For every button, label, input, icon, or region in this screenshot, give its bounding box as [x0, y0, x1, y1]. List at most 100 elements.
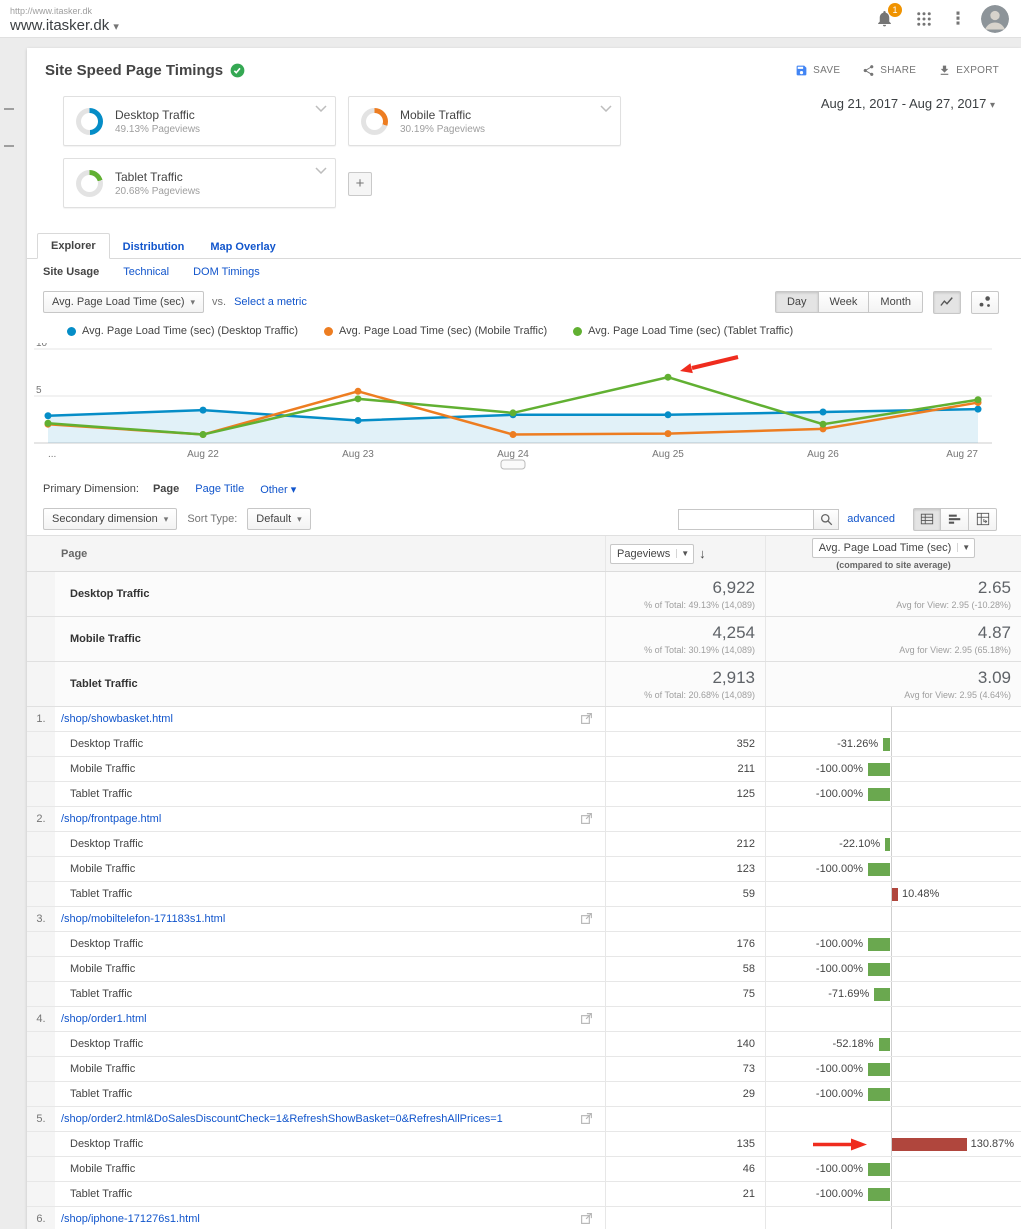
segment-name: Mobile Traffic [70, 1063, 136, 1075]
chevron-down-icon[interactable] [315, 167, 327, 174]
annotation-arrow-icon [813, 1138, 867, 1151]
view-pivot-button[interactable] [969, 507, 997, 531]
share-icon [863, 64, 874, 76]
subtab-dom-timings[interactable]: DOM Timings [193, 266, 260, 278]
table-row-segment: Tablet Traffic 125 -100.00% [27, 782, 1021, 807]
summary-row: Tablet Traffic 2,913 % of Total: 20.68% … [27, 662, 1021, 707]
pageviews-column-dropdown[interactable]: Pageviews ▼ [610, 543, 695, 564]
delta-percent: -100.00% [815, 1163, 863, 1175]
pageviews-value: 59 [742, 888, 755, 900]
dimension-page[interactable]: Page [152, 482, 180, 495]
subtab-technical[interactable]: Technical [123, 266, 170, 278]
external-link-icon[interactable] [580, 1112, 593, 1125]
view-table-button[interactable] [913, 507, 941, 531]
segment-card[interactable]: Mobile Traffic 30.19% Pageviews [348, 96, 621, 146]
external-link-icon[interactable] [580, 712, 593, 725]
date-range-selector[interactable]: Aug 21, 2017 - Aug 27, 2017 ▾ [821, 96, 995, 111]
share-button[interactable]: SHARE [862, 64, 916, 77]
delta-bar [868, 763, 890, 776]
page-link[interactable]: /shop/showbasket.html [61, 713, 173, 725]
summary-pageviews: 2,913 [712, 668, 755, 687]
row-index: 2. [36, 813, 46, 825]
export-button[interactable]: EXPORT [938, 64, 999, 77]
table-row-page: 4. /shop/order1.html [27, 1007, 1021, 1032]
segment-name: Mobile Traffic [70, 863, 136, 875]
notifications-button[interactable]: 1 [873, 2, 902, 30]
page-link[interactable]: /shop/iphone-171276s1.html [61, 1213, 200, 1225]
segment-card[interactable]: Desktop Traffic 49.13% Pageviews [63, 96, 336, 146]
pageviews-value: 125 [736, 788, 755, 800]
advanced-link[interactable]: advanced [847, 513, 895, 525]
segment-name: Tablet Traffic [70, 1088, 133, 1100]
secondary-dimension-button[interactable]: Secondary dimension ▾ [43, 508, 178, 530]
svg-text:Aug 24: Aug 24 [497, 449, 529, 460]
delta-percent: -100.00% [815, 1088, 863, 1100]
chevron-down-icon[interactable] [315, 105, 327, 112]
tab-map-overlay[interactable]: Map Overlay [210, 241, 276, 253]
metric-dropdown[interactable]: Avg. Page Load Time (sec) ▾ [43, 291, 205, 313]
svg-text:5: 5 [36, 385, 42, 396]
granularity-month[interactable]: Month [869, 291, 923, 313]
more-menu-button[interactable]: ⋮ [949, 8, 967, 28]
search-input[interactable] [678, 508, 814, 530]
select-metric-link[interactable]: Select a metric [234, 296, 307, 308]
save-button[interactable]: SAVE [795, 64, 840, 77]
annotation-arrow-icon [680, 355, 739, 374]
tab-distribution[interactable]: Distribution [122, 241, 185, 253]
external-link-icon[interactable] [580, 812, 593, 825]
external-link-icon[interactable] [580, 1012, 593, 1025]
verified-check-icon [230, 63, 245, 77]
svg-text:10: 10 [36, 343, 48, 349]
delta-percent: -100.00% [815, 963, 863, 975]
delta-bar [885, 838, 890, 851]
external-link-icon[interactable] [580, 912, 593, 925]
granularity-day[interactable]: Day [774, 291, 819, 313]
granularity-week[interactable]: Week [818, 291, 870, 313]
apps-grid-button[interactable] [913, 8, 935, 30]
segment-name: Tablet Traffic [70, 788, 133, 800]
metric-column-dropdown[interactable]: Avg. Page Load Time (sec) ▼ [811, 537, 976, 558]
chevron-down-icon[interactable] [600, 105, 612, 112]
external-link-icon[interactable] [580, 1212, 593, 1225]
search-button[interactable] [813, 508, 840, 530]
table-row-segment: Desktop Traffic 176 -100.00% [27, 932, 1021, 957]
sort-direction-icon[interactable]: ↓ [699, 546, 706, 561]
tab-explorer[interactable]: Explorer [37, 233, 110, 259]
sort-type-dropdown[interactable]: Default ▾ [247, 508, 311, 530]
page-link[interactable]: /shop/order2.html&DoSalesDiscountCheck=1… [61, 1113, 503, 1125]
sort-type-label: Sort Type: [187, 513, 238, 525]
delta-bar [892, 888, 898, 901]
svg-text:Aug 26: Aug 26 [807, 449, 839, 460]
delta-bar [868, 1163, 890, 1176]
row-index: 6. [36, 1213, 46, 1225]
subtab-site-usage[interactable]: Site Usage [43, 266, 100, 278]
segment-name: Tablet Traffic [115, 169, 183, 184]
segment-name: Desktop Traffic [70, 738, 144, 750]
line-chart-view-button[interactable] [933, 290, 961, 314]
view-comparison-button[interactable] [941, 507, 969, 531]
page-link[interactable]: /shop/order1.html [61, 1013, 147, 1025]
dimension-other[interactable]: Other ▾ [260, 483, 297, 496]
pageviews-value: 176 [736, 938, 755, 950]
segment-card[interactable]: Tablet Traffic 20.68% Pageviews [63, 158, 336, 208]
add-segment-button[interactable]: + [348, 172, 372, 196]
page-link[interactable]: /shop/frontpage.html [61, 813, 162, 825]
segment-detail: 20.68% Pageviews [115, 185, 201, 197]
date-range-label: Aug 21, 2017 - Aug 27, 2017 [820, 96, 987, 111]
delta-percent: -31.26% [837, 738, 879, 750]
delta-percent: -52.18% [832, 1038, 874, 1050]
page-link[interactable]: /shop/mobiltelefon-171183s1.html [61, 913, 226, 925]
pivot-view-icon [976, 512, 989, 526]
motion-chart-view-button[interactable] [971, 290, 999, 314]
avatar[interactable] [981, 4, 1009, 33]
dimension-page-title[interactable]: Page Title [195, 482, 245, 495]
property-url: http://www.itasker.dk [10, 5, 93, 16]
chevron-down-icon: ▾ [297, 513, 302, 524]
pageviews-value: 75 [742, 988, 755, 1000]
row-index: 3. [36, 913, 46, 925]
segment-name: Desktop Traffic [70, 838, 144, 850]
legend-item: Avg. Page Load Time (sec) (Desktop Traff… [67, 325, 298, 337]
delta-percent: -22.10% [839, 838, 881, 850]
account-selector[interactable]: www.itasker.dk ▾ [10, 17, 119, 34]
export-icon [940, 65, 949, 75]
